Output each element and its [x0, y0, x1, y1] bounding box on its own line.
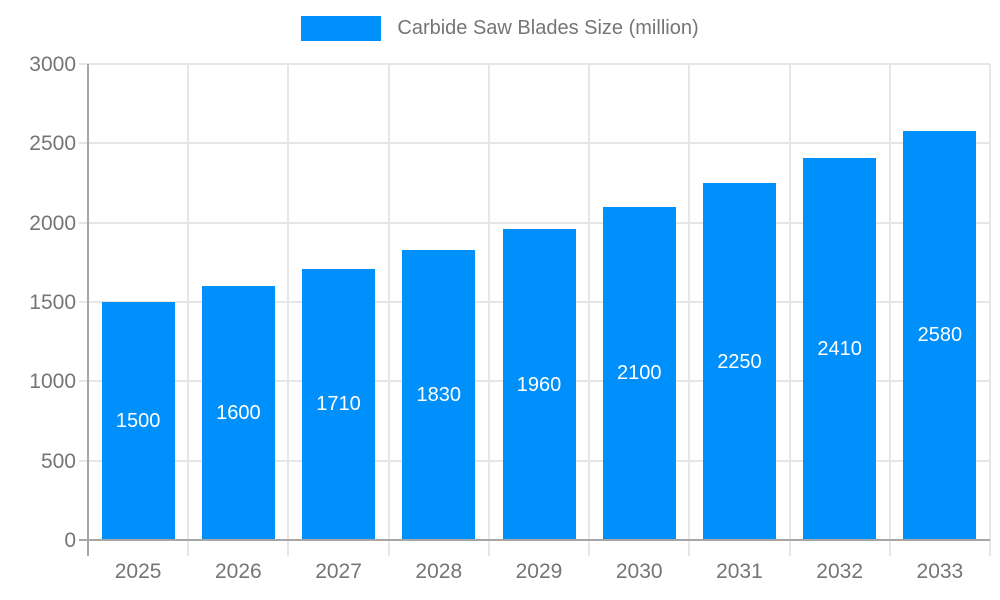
bar-2029[interactable]	[502, 229, 576, 540]
x-gridline	[888, 64, 891, 556]
x-gridline	[387, 64, 390, 556]
x-gridline	[688, 64, 691, 556]
x-axis-tick-label: 2030	[615, 560, 663, 583]
y-axis-line	[87, 64, 89, 556]
y-axis-tick-label: 2000	[29, 211, 76, 235]
x-gridline	[788, 64, 791, 556]
y-axis-tick-label: 0	[64, 529, 76, 552]
y-axis-tick-label: 500	[40, 449, 76, 473]
x-axis-tick-label: 2026	[214, 560, 262, 583]
x-axis-tick-label: 2025	[114, 560, 162, 583]
x-axis-line	[79, 539, 990, 541]
bar-2026[interactable]	[201, 286, 275, 540]
bar-2025[interactable]	[101, 302, 175, 540]
y-axis-tick-label: 2500	[29, 132, 76, 156]
x-gridline	[487, 64, 490, 556]
x-gridline	[989, 64, 991, 556]
y-tick-mark	[79, 63, 88, 65]
bar-value-label: 1500	[115, 410, 161, 432]
bar-value-label: 2410	[817, 337, 862, 360]
bar-2027[interactable]	[302, 268, 376, 540]
y-axis-tick-label: 1500	[29, 291, 76, 314]
x-gridline	[588, 64, 591, 556]
bar-2028[interactable]	[402, 249, 476, 540]
x-axis-tick-label: 2029	[515, 560, 563, 583]
bar-value-label: 2100	[616, 362, 662, 385]
x-gridline	[287, 64, 290, 556]
bar-value-label: 2580	[917, 324, 963, 347]
x-gridline	[187, 64, 190, 556]
y-tick-mark	[79, 221, 88, 224]
y-tick-mark	[79, 142, 88, 145]
bar-2033[interactable]	[903, 130, 977, 540]
y-gridline	[88, 221, 990, 224]
bar-value-label: 1960	[516, 373, 562, 396]
bar-value-label: 1830	[416, 383, 462, 406]
bar-value-label: 2250	[717, 350, 762, 373]
legend-swatch-icon	[301, 16, 382, 41]
y-tick-mark	[79, 380, 88, 383]
y-axis-tick-label: 3000	[29, 53, 76, 76]
x-axis-tick-label: 2033	[916, 560, 964, 583]
y-tick-mark	[79, 301, 88, 303]
bar-value-label: 1710	[316, 393, 361, 416]
y-gridline	[88, 63, 990, 65]
chart-legend[interactable]: Carbide Saw Blades Size (million)	[0, 16, 1000, 41]
bar-2031[interactable]	[702, 183, 776, 540]
y-axis-tick-label: 1000	[29, 370, 76, 394]
y-tick-mark	[79, 459, 88, 462]
bar-value-label: 1600	[216, 402, 261, 425]
bar-2032[interactable]	[803, 157, 877, 540]
x-axis-tick-label: 2027	[315, 560, 362, 583]
x-axis-tick-label: 2032	[816, 560, 864, 583]
legend-label: Carbide Saw Blades Size (million)	[397, 17, 699, 39]
x-axis-tick-label: 2031	[716, 560, 763, 583]
y-gridline	[88, 142, 990, 145]
x-axis-tick-label: 2028	[415, 560, 463, 583]
bar-2030[interactable]	[602, 206, 676, 540]
